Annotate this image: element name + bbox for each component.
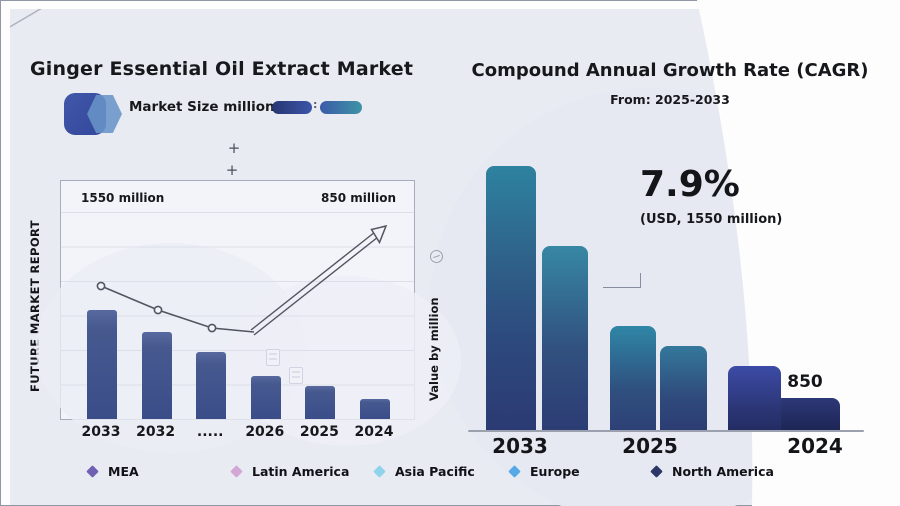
cagr-note: (USD, 1550 million)	[640, 212, 783, 227]
left-bar	[305, 386, 336, 419]
right-chart-title: Compound Annual Growth Rate (CAGR)	[471, 60, 869, 81]
right-bar-primary	[486, 166, 536, 432]
legend-item: Europe	[508, 464, 580, 479]
right-bar-primary	[728, 366, 781, 432]
annotation-1550-million: 1550 million	[81, 191, 165, 205]
left-bar	[360, 399, 390, 419]
legend-item-label: North America	[672, 464, 774, 479]
frame-top-strip	[1, 1, 899, 9]
right-x-axis-labels: 2033 2025 2024	[460, 434, 870, 458]
right-x-label: 2024	[787, 434, 843, 458]
legend-diamond-icon	[650, 465, 663, 478]
annotation-850-million: 850 million	[321, 191, 396, 205]
cagr-value: 7.9%	[640, 164, 740, 205]
legend-item: Latin America	[230, 464, 350, 479]
plus-icon: +	[227, 139, 241, 157]
corner-bracket-shape	[603, 273, 641, 288]
legend-diamond-icon	[230, 465, 243, 478]
region-legend: MEA Latin America Asia Pacific Europe North …	[0, 462, 900, 492]
right-bar-secondary	[660, 346, 707, 432]
left-bar	[141, 332, 172, 419]
legend-diamond-icon	[373, 465, 386, 478]
left-x-label: .....	[196, 424, 224, 440]
left-bars-layer	[61, 181, 416, 420]
trend-line-arrow	[96, 224, 388, 336]
legend-diamond-icon	[86, 465, 99, 478]
left-x-label: 2032	[136, 424, 176, 440]
legend-item-label: Asia Pacific	[395, 464, 475, 479]
right-x-axis-line	[468, 430, 864, 432]
right-x-label: 2025	[622, 434, 678, 458]
gridlines	[61, 212, 414, 419]
left-bar	[250, 376, 281, 419]
legend-pill-dark	[272, 101, 312, 114]
document-watermark-icon	[266, 349, 280, 366]
right-bar-primary	[610, 326, 656, 432]
legend-item-label: Latin America	[252, 464, 350, 479]
legend-pill-separator: :	[313, 98, 318, 111]
right-chart-subtitle: From: 2025-2033	[610, 92, 730, 107]
value-by-million-label: Value by million	[427, 297, 441, 401]
left-bar	[196, 352, 227, 419]
left-bar	[87, 310, 117, 419]
peak-value-label: 850	[787, 372, 823, 392]
right-bars-layer	[460, 150, 870, 432]
left-x-label: 2026	[245, 424, 285, 440]
legend-item: Asia Pacific	[373, 464, 475, 479]
right-x-label: 2033	[492, 434, 548, 458]
legend-diamond-icon	[508, 465, 521, 478]
left-x-label: 2025	[299, 424, 339, 440]
market-size-legend-label: Market Size million	[129, 99, 275, 115]
legend-pill-teal	[320, 101, 362, 114]
left-x-label: 2033	[81, 424, 121, 440]
left-x-label: 2024	[354, 424, 394, 440]
left-chart-title: Ginger Essential Oil Extract Market	[30, 58, 414, 80]
document-watermark-icon	[289, 367, 303, 384]
future-market-report-label: FUTURE MARKET REPORT	[28, 220, 42, 393]
frame-left-strip	[1, 1, 10, 505]
market-size-icon	[64, 93, 122, 135]
right-bar-secondary	[781, 398, 840, 432]
legend-item-label: Europe	[530, 464, 580, 479]
left-chart-panel: 1550 million 850 million	[36, 180, 461, 453]
legend-item: North America	[650, 464, 774, 479]
left-x-axis-labels: 2033 2032..... 2026 2025 2024	[60, 424, 415, 446]
legend-item-label: MEA	[108, 464, 139, 479]
plus-icon: +	[225, 161, 239, 179]
legend-item: MEA	[86, 464, 139, 479]
right-bar-secondary	[542, 246, 588, 432]
